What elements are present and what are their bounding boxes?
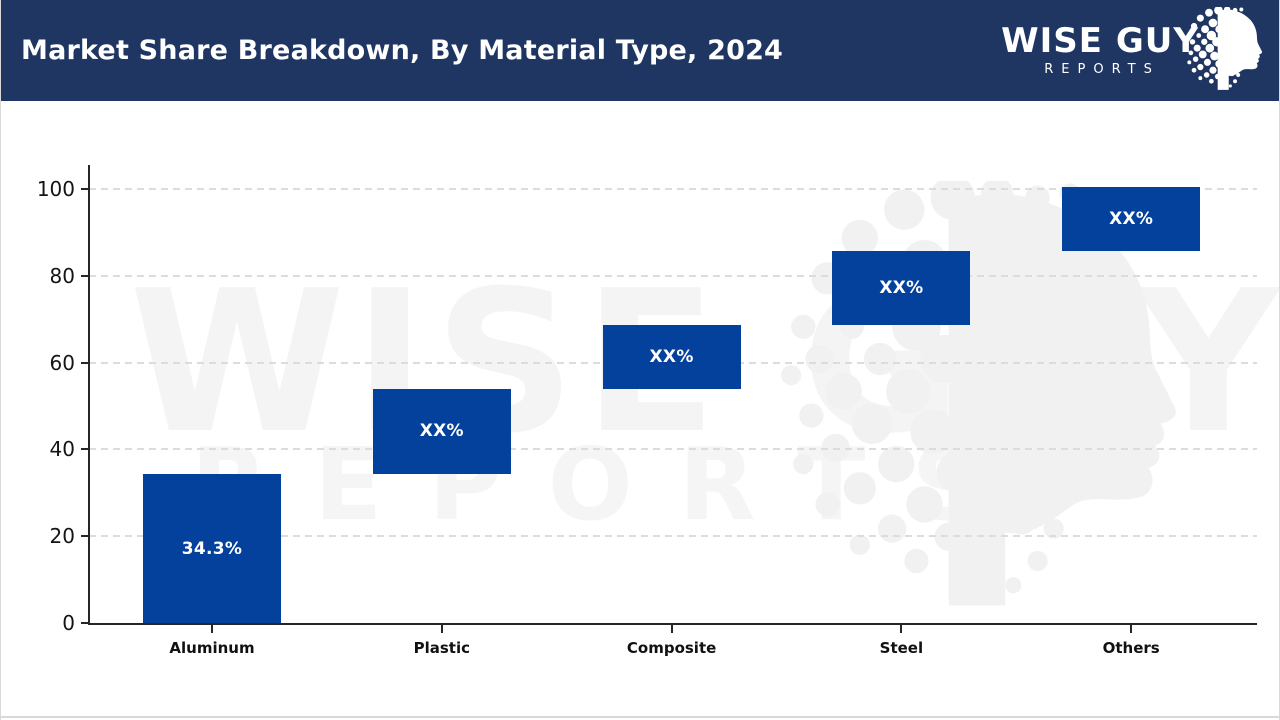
x-tick-mark <box>1130 625 1133 633</box>
y-tick-label: 80 <box>49 263 75 288</box>
bar-value-label: 34.3% <box>181 538 243 559</box>
gridline-20 <box>89 535 1257 538</box>
gridline-80 <box>89 274 1257 277</box>
logo-text: WISE GUY REPORTS <box>1001 24 1199 77</box>
y-tick-label: 60 <box>49 350 75 375</box>
logo-wordmark: WISE GUY <box>1001 21 1199 61</box>
bar-composite: XX% <box>602 324 741 389</box>
y-tick-mark <box>81 535 88 538</box>
x-category-label: Steel <box>879 639 924 657</box>
y-tick-label: 0 <box>62 611 75 635</box>
y-tick-mark <box>81 622 88 624</box>
y-tick-mark <box>81 448 88 451</box>
gridline-40 <box>89 448 1257 451</box>
bar-value-label: XX% <box>1109 208 1154 229</box>
x-category-label: Others <box>1102 639 1160 657</box>
bottom-divider <box>1 716 1279 718</box>
x-category-label: Composite <box>626 639 717 657</box>
x-axis-spine <box>88 623 1257 625</box>
brand-logo: WISE GUY REPORTS <box>1001 7 1265 94</box>
bar-plastic: XX% <box>372 388 511 475</box>
logo-head-icon <box>1184 7 1263 90</box>
x-category-label: Aluminum <box>169 639 255 657</box>
plot: 0 20 40 60 80 100 34.3% Aluminum XX% Plastic XX% Co… <box>1 101 1279 720</box>
bar-value-label: XX% <box>879 277 924 298</box>
x-category-label: Plastic <box>413 639 470 657</box>
y-axis-spine <box>88 165 90 625</box>
page-title: Market Share Breakdown, By Material Type… <box>21 35 784 66</box>
x-tick-mark <box>670 625 673 633</box>
x-tick-mark <box>900 625 903 633</box>
y-tick-mark <box>81 361 88 364</box>
gridline-100 <box>89 188 1257 190</box>
x-tick-mark <box>440 625 443 633</box>
bar-steel: XX% <box>832 251 971 325</box>
bar-aluminum: 34.3% <box>143 474 281 623</box>
y-tick-label: 40 <box>49 437 75 462</box>
bar-value-label: XX% <box>419 421 464 442</box>
chart-area: WISE GUY REPORTS 02040608010034.3%Alumin… <box>1 101 1279 720</box>
y-tick-mark <box>81 188 88 190</box>
bar-others: XX% <box>1062 186 1201 252</box>
x-tick-mark <box>211 625 213 633</box>
logo-subtext: REPORTS <box>1044 62 1160 77</box>
header-bar: Market Share Breakdown, By Material Type… <box>1 0 1279 101</box>
y-tick-label: 100 <box>36 177 75 201</box>
y-tick-label: 20 <box>49 524 75 549</box>
y-tick-mark <box>81 274 88 277</box>
bar-value-label: XX% <box>649 346 694 367</box>
